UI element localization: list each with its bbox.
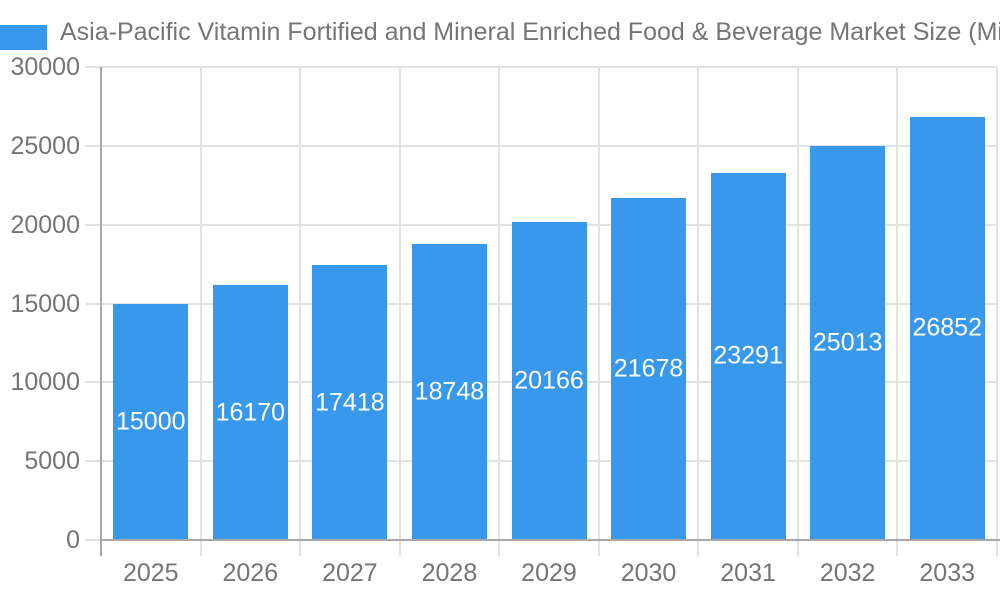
x-axis-label: 2027: [322, 559, 378, 587]
x-axis-label: 2026: [222, 559, 279, 587]
x-tick-mark: [896, 540, 899, 556]
y-tick-mark: [85, 539, 101, 541]
x-tick-mark: [498, 540, 501, 556]
gridline-vertical: [199, 67, 202, 540]
bar-value-label: 25013: [812, 328, 883, 357]
y-axis-label: 30000: [10, 53, 80, 81]
x-axis-label: 2031: [720, 559, 776, 587]
y-tick-mark: [85, 302, 101, 305]
y-axis-label: 15000: [10, 289, 80, 318]
bar[interactable]: [710, 172, 786, 540]
legend-swatch: [0, 25, 47, 50]
y-axis-label: 20000: [10, 210, 80, 239]
gridline-vertical: [299, 67, 302, 540]
bar[interactable]: [113, 303, 189, 540]
bar[interactable]: [411, 244, 487, 540]
x-axis-label: 2030: [620, 559, 677, 587]
x-axis-label: 2025: [122, 559, 179, 587]
bar[interactable]: [909, 116, 985, 540]
bar[interactable]: [511, 222, 587, 540]
y-axis-label: 5000: [24, 447, 80, 476]
gridline-vertical: [896, 67, 899, 540]
bar[interactable]: [810, 145, 886, 540]
y-axis-label: 0: [66, 526, 80, 554]
bar-value-label: 17418: [315, 388, 385, 417]
x-tick-mark: [199, 540, 202, 556]
bar-value-label: 16170: [215, 398, 286, 427]
x-tick-mark: [100, 540, 102, 556]
bar[interactable]: [212, 285, 288, 540]
gridline-horizontal: [101, 144, 997, 147]
bar-value-label: 26852: [912, 313, 982, 342]
bar[interactable]: [312, 265, 388, 540]
y-tick-mark: [85, 144, 101, 147]
bar[interactable]: [611, 198, 687, 540]
y-tick-mark: [85, 460, 101, 463]
y-axis-label: 10000: [10, 368, 80, 397]
x-tick-mark: [398, 540, 401, 556]
bar-value-label: 21678: [613, 354, 684, 383]
chart-title: Asia-Pacific Vitamin Fortified and Miner…: [60, 18, 1000, 46]
x-axis-label: 2029: [521, 559, 577, 587]
bar-value-label: 18748: [414, 377, 485, 406]
x-tick-mark: [299, 540, 302, 556]
gridline-vertical: [796, 67, 799, 540]
x-axis-line: [100, 539, 1000, 541]
x-tick-mark: [796, 540, 799, 556]
x-tick-mark: [697, 540, 700, 556]
gridline-vertical: [398, 67, 401, 540]
bar-value-label: 23291: [713, 341, 783, 370]
x-tick-mark: [597, 540, 600, 556]
y-axis-label: 25000: [10, 131, 80, 160]
x-axis-label: 2033: [919, 559, 976, 587]
y-tick-mark: [85, 66, 101, 68]
bar-value-label: 20166: [514, 366, 584, 395]
gridline-horizontal: [101, 66, 997, 68]
y-tick-mark: [85, 223, 101, 226]
gridline-vertical: [498, 67, 501, 540]
x-axis-label: 2028: [421, 559, 478, 587]
x-tick-mark: [996, 540, 998, 556]
gridline-vertical: [597, 67, 600, 540]
bar-value-label: 15000: [116, 407, 186, 436]
y-tick-mark: [85, 381, 101, 384]
gridline-vertical: [697, 67, 700, 540]
y-axis-line: [100, 67, 102, 540]
gridline-vertical: [996, 67, 998, 540]
x-axis-label: 2032: [819, 559, 876, 587]
